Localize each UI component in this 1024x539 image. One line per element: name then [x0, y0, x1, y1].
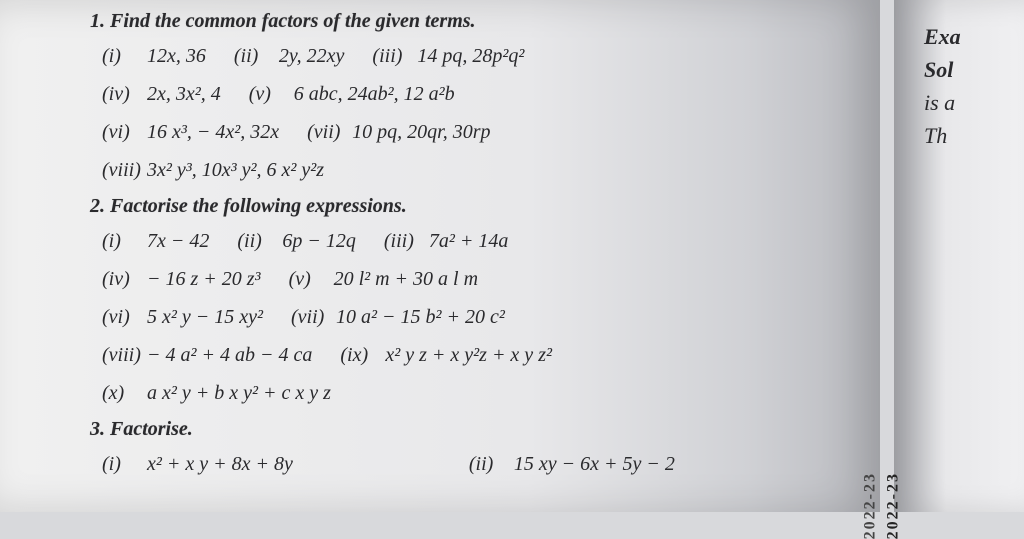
side-text-line: Exa [924, 20, 1024, 53]
question-3: 3. Factorise. (i) x² + x y + 8x + 8y (ii… [90, 418, 840, 483]
q3-item: (ii) 15 xy − 6x + 5y − 2 [469, 445, 675, 483]
q1-item: (vi) 16 x³, − 4x², 32x [102, 113, 279, 151]
q2-items: (i) 7x − 42 (ii) 6p − 12q (iii) 7a² + 14… [102, 222, 840, 412]
q1-heading: 1. Find the common factors of the given … [90, 10, 840, 33]
q2-item: (ix) x² y z + x y²z + x y z² [340, 336, 552, 374]
q1-items: (i) 12x, 36 (ii) 2y, 22xy (iii) 14 pq, 2… [102, 37, 840, 189]
q1-item: (iii) 14 pq, 28p²q² [372, 37, 524, 75]
q1-item: (vii) 10 pq, 20qr, 30rp [307, 113, 490, 151]
question-2: 2. Factorise the following expressions. … [90, 195, 840, 412]
q2-item: (i) 7x − 42 [102, 222, 209, 260]
q3-items: (i) x² + x y + 8x + 8y (ii) 15 xy − 6x +… [102, 445, 840, 483]
q2-item: (v) 20 l² m + 30 a l m [289, 260, 479, 298]
side-text-line: Th [924, 119, 1024, 152]
right-page: Exa Sol is a Th [894, 0, 1024, 512]
q2-item: (ii) 6p − 12q [237, 222, 356, 260]
q3-item: (i) x² + x y + 8x + 8y [102, 445, 293, 483]
q3-heading: 3. Factorise. [90, 418, 840, 441]
q2-item: (iv) − 16 z + 20 z³ [102, 260, 261, 298]
q2-item: (viii) − 4 a² + 4 ab − 4 ca [102, 336, 312, 374]
q1-item: (viii) 3x² y³, 10x³ y², 6 x² y²z [102, 151, 324, 189]
q1-item: (iv) 2x, 3x², 4 [102, 75, 221, 113]
question-1: 1. Find the common factors of the given … [90, 10, 840, 189]
q2-item: (vii) 10 a² − 15 b² + 20 c² [291, 298, 505, 336]
spine-year-right: 2022-23 [884, 472, 902, 539]
side-text-line: Sol [924, 53, 1024, 86]
q1-item: (v) 6 abc, 24ab², 12 a²b [249, 75, 455, 113]
q2-item: (iii) 7a² + 14a [384, 222, 509, 260]
q2-item: (vi) 5 x² y − 15 xy² [102, 298, 263, 336]
side-text-line: is a [924, 86, 1024, 119]
spine-year-left: 2022-23 [861, 472, 879, 539]
q1-item: (i) 12x, 36 [102, 37, 206, 75]
q2-heading: 2. Factorise the following expressions. [90, 195, 840, 218]
q1-item: (ii) 2y, 22xy [234, 37, 345, 75]
q2-item: (x) a x² y + b x y² + c x y z [102, 374, 331, 412]
left-page: 1. Find the common factors of the given … [0, 0, 880, 512]
